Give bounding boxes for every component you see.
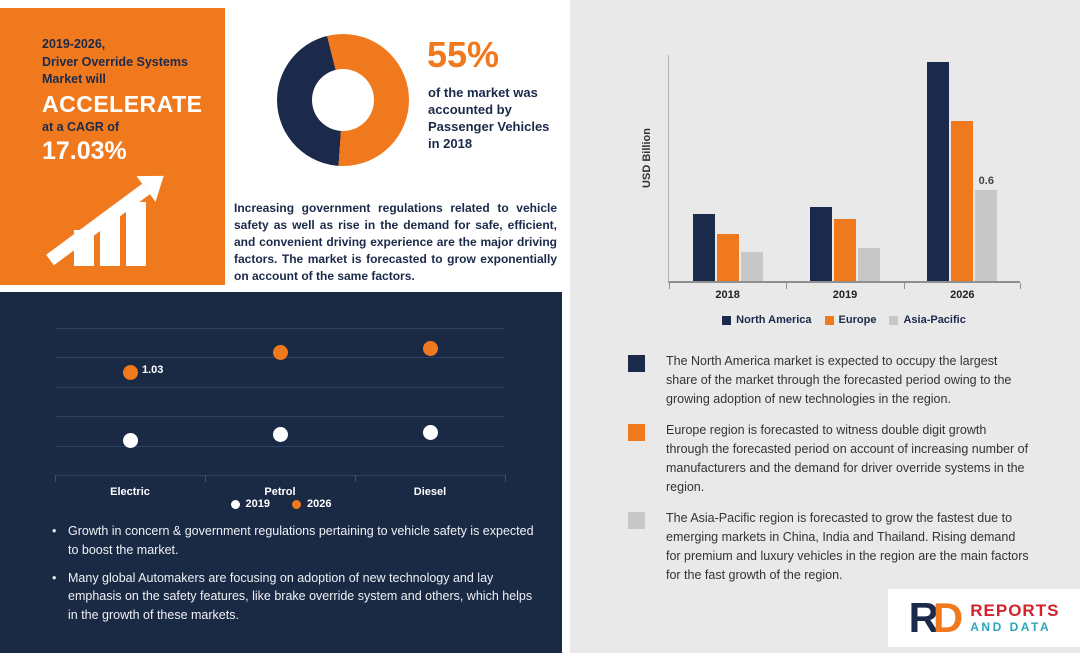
headline-market-will: Market will [42, 72, 106, 86]
data-point-2026 [122, 364, 138, 380]
list-item: Growth in concern & government regulatio… [52, 522, 538, 560]
y-axis-title: USD Billion [641, 128, 653, 188]
gridline [55, 386, 505, 388]
headline-period: 2019-2026, [42, 37, 106, 51]
legend-swatch [722, 315, 732, 325]
axis-tick [505, 475, 506, 482]
fuel-type-section: Electric Petrol Diesel 1.03 2019 2026 Growth… [0, 292, 562, 653]
data-label: 0.6 [978, 175, 994, 187]
data-point-2019 [122, 432, 138, 448]
bar-chart-legend: North America Europe Asia-Pacific [668, 314, 1020, 326]
region-color-swatch [628, 355, 645, 372]
logo-line-and-data: AND DATA [970, 619, 1052, 634]
bar-europe [834, 219, 856, 281]
regional-bullet: The North America market is expected to … [628, 352, 1032, 408]
bar-north-america [927, 62, 950, 281]
region-color-swatch [628, 424, 645, 442]
legend-label: 2019 [245, 498, 270, 510]
regional-bullet-text: The Asia-Pacific region is forecasted to… [666, 511, 1029, 582]
donut-value: 55% [427, 34, 500, 75]
axis-tick [669, 283, 670, 289]
axis-tick [903, 283, 905, 289]
x-axis-label: 2018 [715, 289, 740, 301]
bar-asia-pacific [858, 248, 880, 281]
axis-tick [786, 283, 788, 289]
intro-paragraph: Increasing government regulations relate… [234, 201, 557, 284]
data-point-2026 [272, 344, 288, 360]
legend-swatch [824, 315, 834, 325]
legend-label: North America [736, 314, 812, 326]
data-point-2026 [422, 340, 438, 356]
legend-label: Europe [838, 314, 877, 326]
bar-north-america [810, 207, 832, 281]
regional-bullet-text: Europe region is forecasted to witness d… [666, 423, 1029, 494]
legend-item: Europe [824, 314, 877, 326]
logo-line-reports: REPORTS [970, 601, 1060, 621]
x-axis-label: Electric [110, 486, 150, 498]
summary-section: 55% of the market was accounted by Passe… [229, 8, 562, 285]
headline-market-name: Driver Override Systems [42, 54, 188, 69]
legend-swatch [230, 499, 240, 509]
legend-swatch [889, 315, 899, 325]
regional-bullets: The North America market is expected to … [628, 352, 1032, 597]
data-point-2019 [272, 426, 288, 442]
legend-item: Asia-Pacific [889, 314, 966, 326]
legend-item: 2026 [292, 498, 331, 510]
donut-caption: of the market was accounted by Passenger… [428, 85, 550, 152]
donut-chart [277, 34, 409, 166]
headline-accelerate: ACCELERATE [42, 90, 203, 117]
axis-tick [205, 475, 206, 482]
logo-wordmark: REPORTS AND DATA [970, 601, 1059, 634]
growth-arrow-chart-icon [44, 168, 184, 268]
list-item: Many global Automakers are focusing on a… [52, 569, 538, 625]
axis-tick [355, 475, 356, 482]
regional-bullet-text: The North America market is expected to … [666, 354, 1012, 406]
dot-plot-chart: Electric Petrol Diesel 1.03 [55, 320, 506, 498]
bar-asia-pacific [740, 252, 763, 281]
reports-and-data-logo: R D REPORTS AND DATA [888, 589, 1080, 647]
legend-item: North America [722, 314, 812, 326]
gridline [55, 328, 505, 329]
x-axis-label: Diesel [413, 486, 447, 498]
headline-cagr-value: 17.03% [42, 137, 127, 166]
logo-monogram-d: D [932, 594, 964, 641]
regional-bar-chart: 2018 2019 2026 0.6 [668, 55, 1021, 301]
legend-swatch [292, 499, 301, 509]
bar-north-america [692, 214, 715, 281]
logo-monogram-r: R [908, 594, 939, 641]
bar-europe [716, 234, 739, 281]
regional-section: USD Billion 2018 2019 2026 0.6 North Americ… [570, 0, 1080, 653]
headline-cagr-prefix: at a CAGR of [42, 119, 120, 134]
bar-asia-pacific [975, 190, 998, 281]
legend-label: 2026 [307, 498, 332, 510]
legend-item: 2019 [230, 498, 270, 510]
bar-europe [951, 121, 974, 281]
data-label: 1.03 [142, 364, 164, 376]
dot-plot-legend: 2019 2026 [0, 498, 562, 510]
regional-bullet: Europe region is forecasted to witness d… [628, 421, 1032, 496]
gridline [55, 445, 505, 447]
gridline [55, 475, 505, 476]
regional-bullet: The Asia-Pacific region is forecasted to… [628, 509, 1032, 584]
x-axis-label: 2019 [832, 289, 858, 301]
legend-label: Asia-Pacific [903, 314, 966, 326]
axis-tick [55, 475, 56, 482]
key-points-list: Growth in concern & government regulatio… [52, 522, 538, 634]
x-axis-label: Petrol [264, 486, 296, 498]
gridline [55, 416, 505, 418]
axis-tick [1020, 283, 1021, 289]
region-color-swatch [628, 512, 645, 530]
x-axis-label: 2026 [950, 289, 975, 301]
headline-box: 2019-2026, Driver Override Systems Marke… [0, 8, 225, 285]
data-point-2019 [422, 424, 438, 440]
